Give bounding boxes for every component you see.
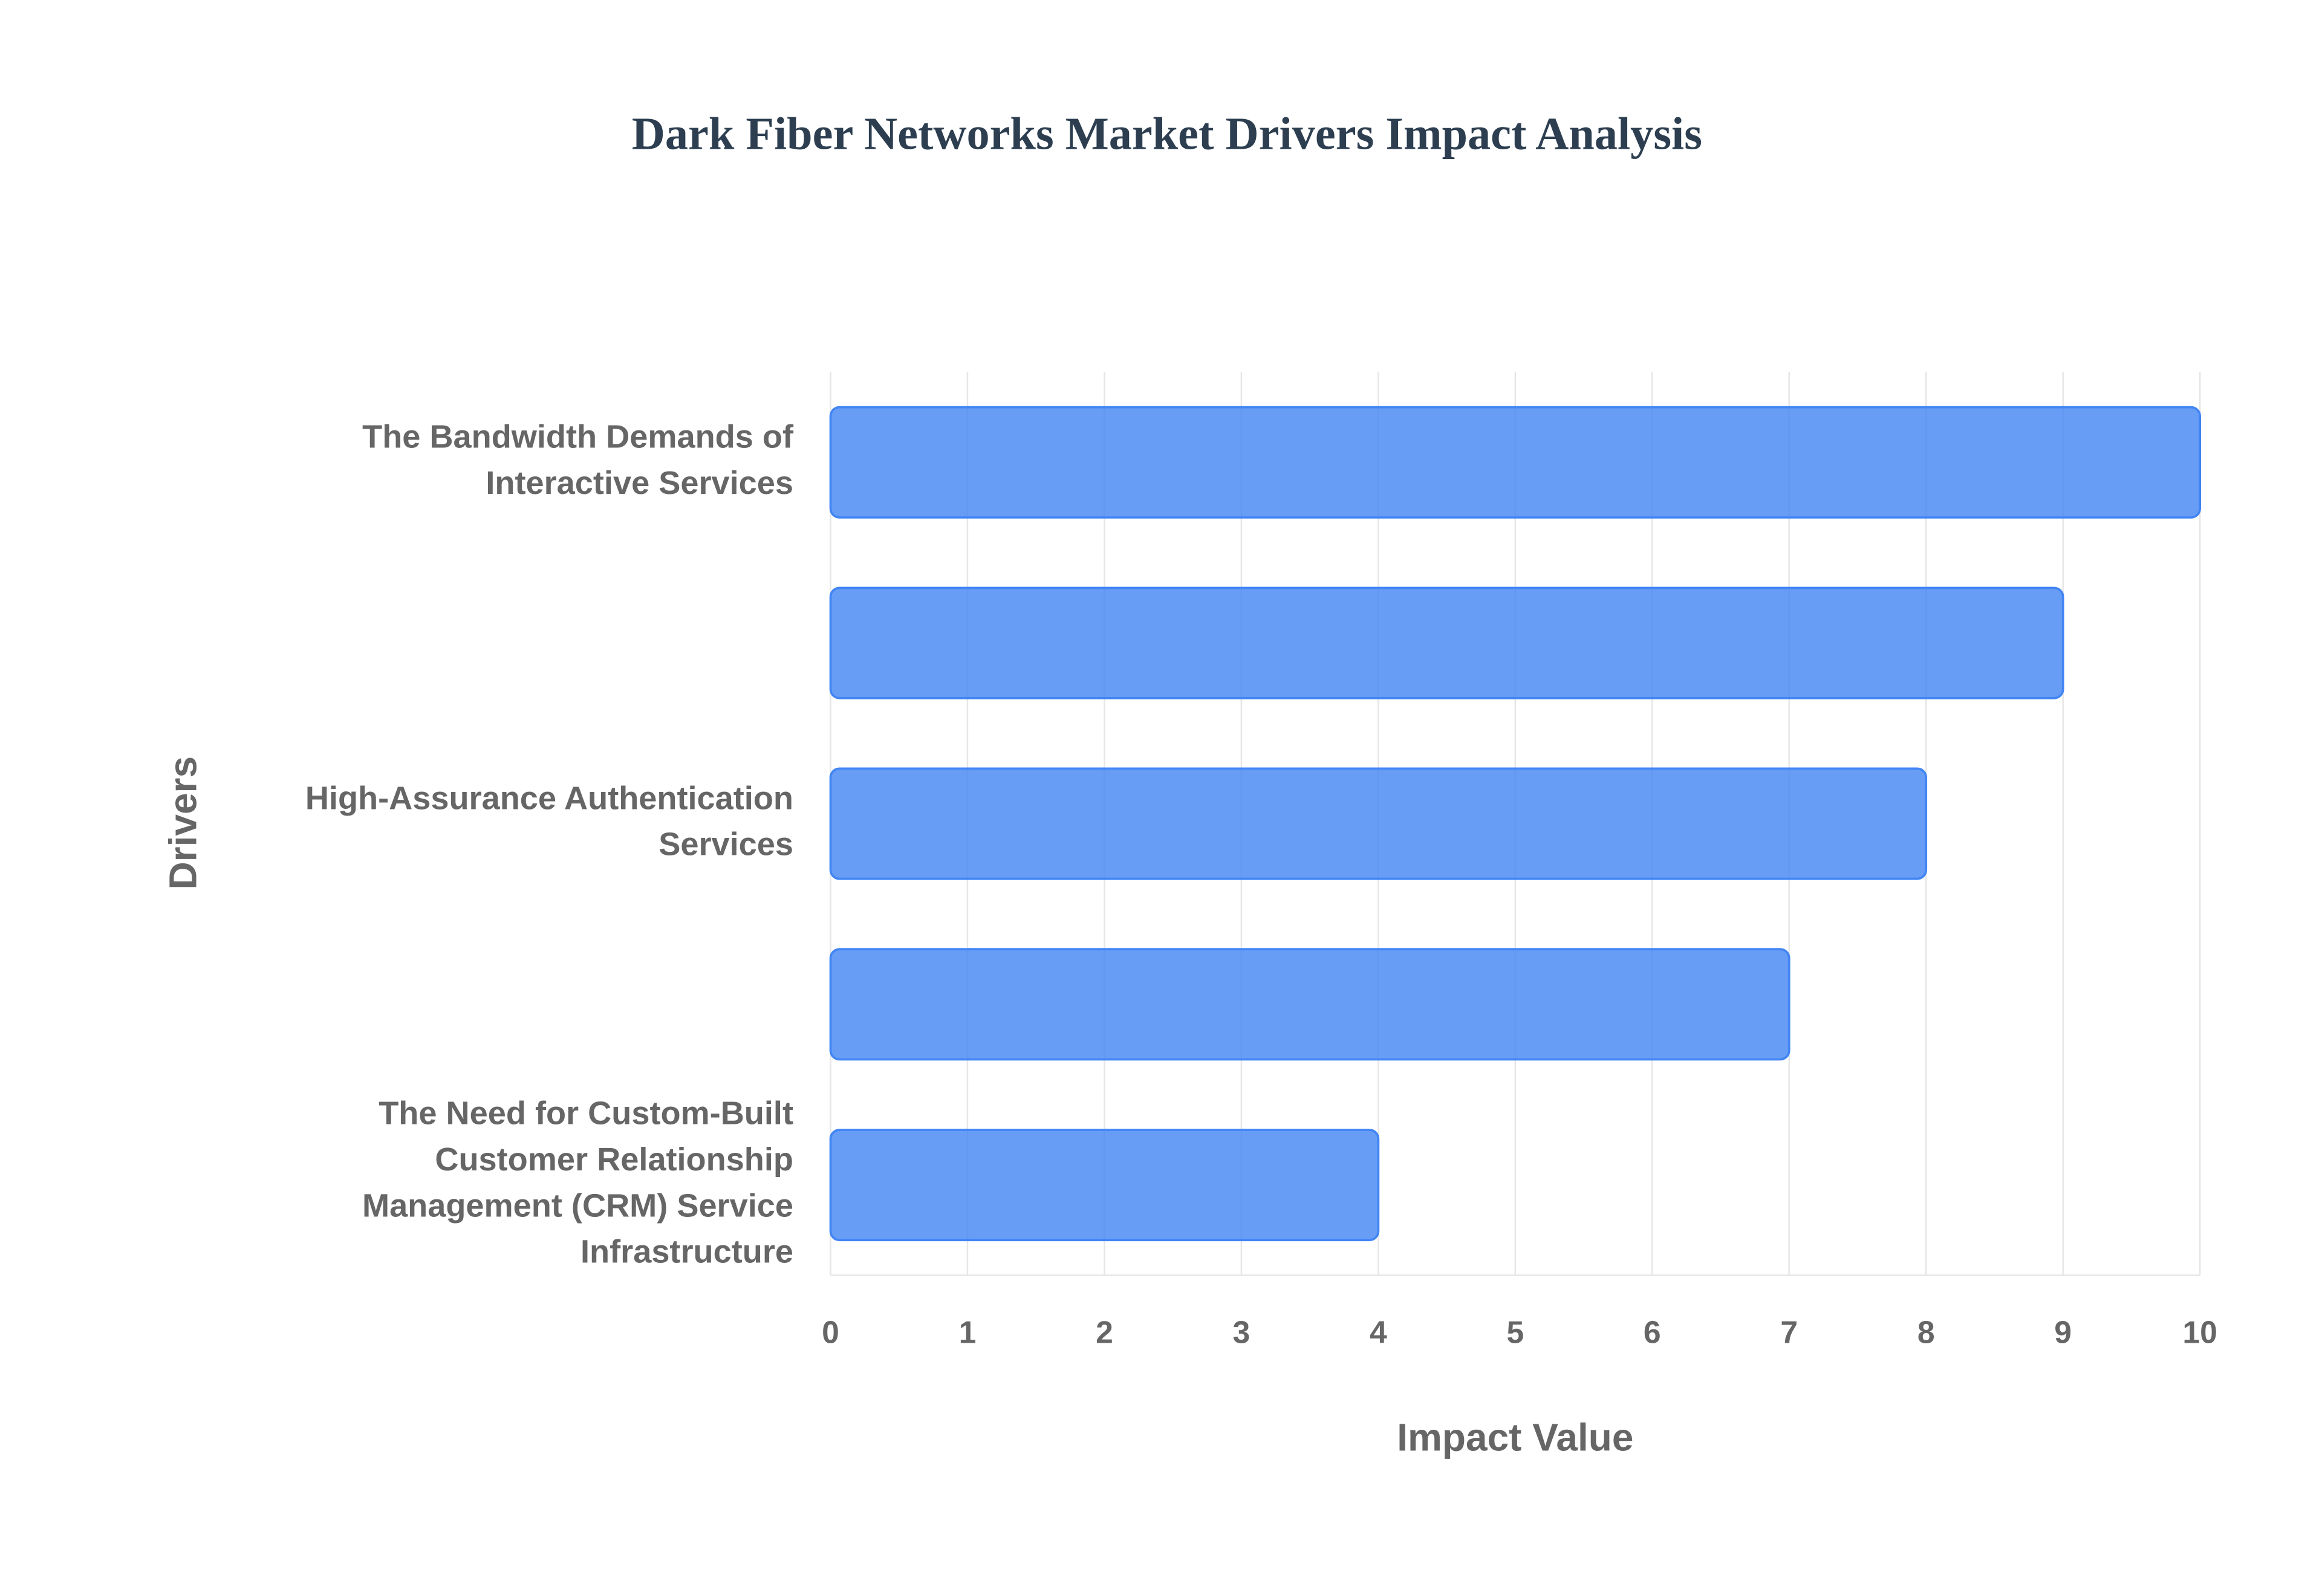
x-axis-title: Impact Value	[1397, 1416, 1633, 1459]
bar	[829, 406, 2201, 519]
y-tick-label: High-Assurance Authentication Services	[305, 780, 793, 863]
y-tick-label: The Need for Custom-Built Customer Relati…	[362, 1095, 793, 1270]
y-tick-label: The Bandwidth Demands of Interactive Serv…	[362, 419, 794, 501]
x-tick-label: 0	[822, 1315, 839, 1350]
x-tick-label: 7	[1780, 1315, 1798, 1350]
x-tick-label: 8	[1917, 1315, 1935, 1350]
bar	[829, 1129, 1380, 1242]
x-tick-label: 10	[2182, 1315, 2217, 1350]
x-tick-label: 6	[1644, 1315, 1661, 1350]
x-tick-label: 3	[1233, 1315, 1250, 1350]
x-tick-label: 1	[959, 1315, 977, 1350]
bar	[829, 586, 2064, 699]
x-tick-label: 9	[2054, 1315, 2072, 1350]
bar	[829, 767, 1928, 880]
y-axis-title: Drivers	[161, 756, 205, 890]
x-tick-label: 2	[1096, 1315, 1113, 1350]
bar	[829, 948, 1790, 1061]
x-tick-label: 5	[1506, 1315, 1524, 1350]
chart-title: Dark Fiber Networks Market Drivers Impac…	[632, 108, 1702, 159]
x-tick-label: 4	[1370, 1315, 1387, 1350]
